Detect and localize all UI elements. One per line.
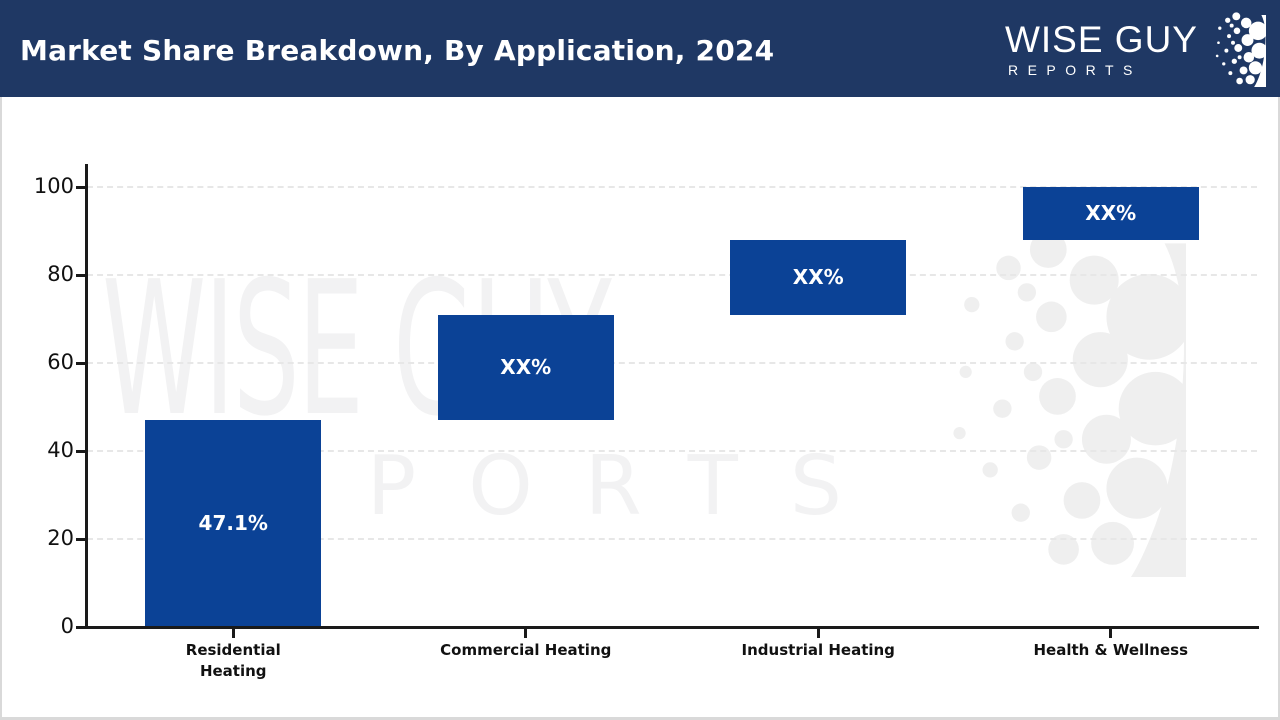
bar-value-label: XX% bbox=[1085, 201, 1137, 226]
y-tick-label: 100 bbox=[33, 174, 74, 198]
logo-wordmark: WISE GUY bbox=[1004, 18, 1198, 60]
brand-logo: WISE GUY REPORTS bbox=[1005, 6, 1266, 92]
logo-head-icon bbox=[1215, 12, 1266, 87]
y-gridline bbox=[87, 274, 1257, 276]
y-tick-label: 60 bbox=[47, 350, 74, 374]
x-axis-line bbox=[85, 626, 1259, 629]
y-gridline bbox=[87, 362, 1257, 364]
category-label: Residential Heating bbox=[185, 641, 281, 680]
y-tick bbox=[76, 274, 85, 277]
y-tick bbox=[76, 626, 85, 629]
chart-canvas: WISE GUY REPORTS 0 20 40 60 80 100 47.1% Reside… bbox=[0, 97, 1280, 720]
y-tick-label: 20 bbox=[47, 526, 74, 550]
y-gridline bbox=[87, 538, 1257, 540]
y-tick-label: 80 bbox=[47, 262, 74, 286]
y-gridline bbox=[87, 186, 1257, 188]
logo-subtitle: REPORTS bbox=[1007, 61, 1142, 78]
x-tick bbox=[1109, 629, 1113, 638]
plot-area: 0 20 40 60 80 100 47.1% Residential Heating XX% C… bbox=[2, 97, 1278, 717]
y-tick-label: 0 bbox=[60, 614, 74, 638]
bar-value-label: 47.1% bbox=[198, 511, 268, 536]
y-tick bbox=[76, 186, 85, 189]
bar: 47.1% bbox=[145, 419, 322, 627]
bar: XX% bbox=[730, 239, 907, 315]
y-tick bbox=[76, 450, 85, 453]
page-title: Market Share Breakdown, By Application, … bbox=[20, 34, 775, 67]
x-tick bbox=[524, 629, 528, 638]
y-gridline bbox=[87, 450, 1257, 452]
y-axis-line bbox=[85, 164, 88, 629]
x-tick bbox=[231, 629, 235, 638]
category-label: Commercial Heating bbox=[440, 641, 612, 659]
header: Market Share Breakdown, By Application, … bbox=[0, 0, 1280, 97]
category-label: Industrial Heating bbox=[741, 641, 895, 659]
logo-text: WISE GUY REPORTS bbox=[1005, 21, 1198, 78]
bar-value-label: XX% bbox=[792, 265, 844, 290]
bar: XX% bbox=[1022, 187, 1199, 240]
bar-value-label: XX% bbox=[500, 355, 552, 380]
y-tick bbox=[76, 538, 85, 541]
category-label: Health & Wellness bbox=[1033, 641, 1189, 659]
bar: XX% bbox=[437, 314, 614, 420]
x-tick bbox=[816, 629, 820, 638]
y-tick bbox=[76, 362, 85, 365]
y-tick-label: 40 bbox=[47, 438, 74, 462]
